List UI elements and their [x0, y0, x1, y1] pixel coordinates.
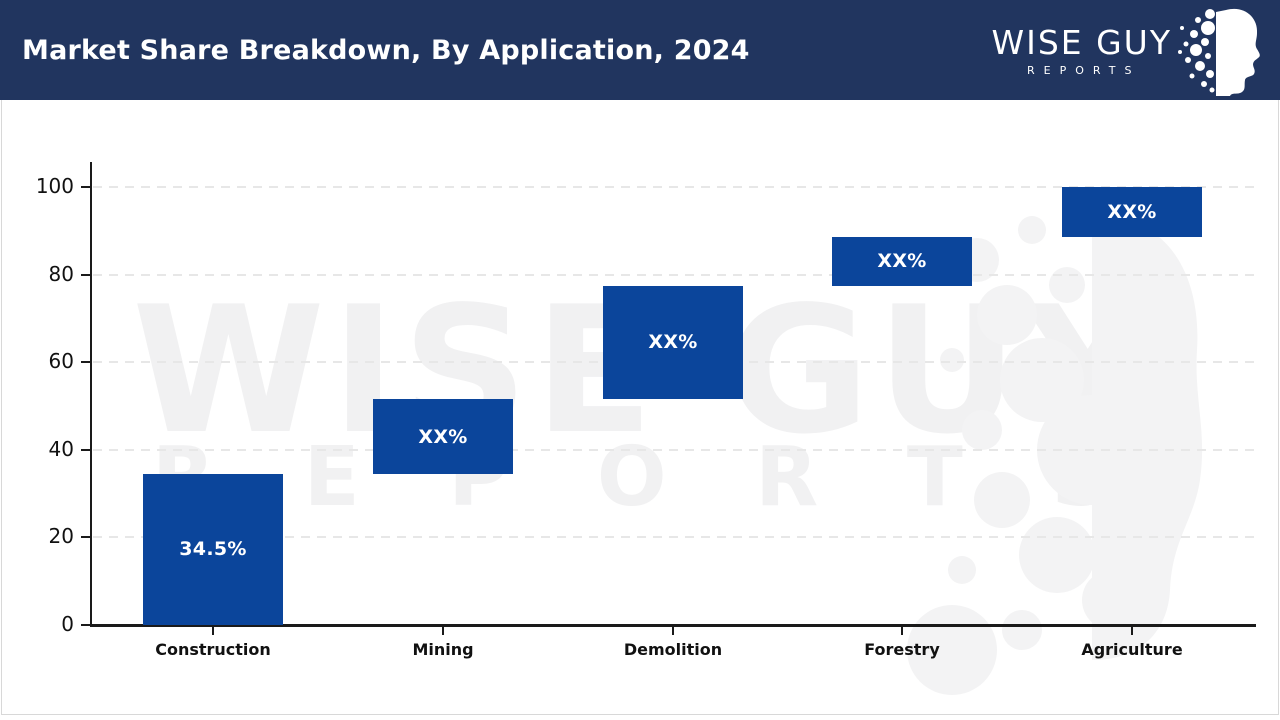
x-tick-mark-mining — [442, 627, 444, 635]
gridline-40 — [93, 448, 1256, 451]
y-tick-mark-20 — [81, 536, 90, 539]
gridline-100 — [93, 186, 1256, 188]
bar-agriculture: XX% — [1062, 187, 1202, 238]
x-category-label-mining: Mining — [412, 640, 474, 659]
logo-subtitle: REPORTS — [1027, 64, 1141, 77]
report-header: Market Share Breakdown, By Application, … — [0, 0, 1280, 100]
watermark-subtitle: R E P O R T S — [152, 430, 1141, 525]
logo-text: WISE GUY REPORTS — [991, 23, 1172, 77]
bar-value-label: XX% — [1107, 201, 1157, 224]
logo-wordmark: WISE GUY — [991, 23, 1172, 62]
y-tick-mark-0 — [81, 624, 90, 626]
y-tick-label-0: 0 — [61, 612, 74, 636]
y-tick-label-80: 80 — [48, 261, 74, 286]
x-category-label-forestry: Forestry — [864, 640, 940, 659]
bar-demolition: XX% — [603, 285, 743, 400]
y-tick-label-20: 20 — [48, 524, 74, 549]
x-tick-mark-agriculture — [1131, 627, 1133, 635]
bar-value-label: XX% — [877, 250, 927, 273]
x-tick-mark-forestry — [901, 627, 903, 635]
y-axis — [90, 162, 92, 626]
chart-area: WISE GUY R E P O R T S 0 20 40 60 80 100 34.5%… — [1, 100, 1279, 715]
y-tick-label-100: 100 — [35, 174, 74, 198]
bar-value-label: 34.5% — [179, 538, 247, 561]
bar-value-label: XX% — [418, 425, 468, 448]
bar-mining: XX% — [373, 399, 513, 474]
x-category-label-construction: Construction — [155, 640, 271, 659]
wise-guy-logo: WISE GUY REPORTS — [991, 4, 1270, 96]
bar-construction: 34.5% — [143, 473, 283, 625]
y-tick-label-60: 60 — [48, 349, 74, 374]
bar-value-label: XX% — [648, 331, 698, 354]
bar-forestry: XX% — [832, 237, 972, 286]
logo-head-icon — [1178, 8, 1260, 96]
y-tick-mark-40 — [81, 448, 90, 451]
gridline-80 — [93, 273, 1256, 276]
y-tick-mark-80 — [81, 273, 90, 276]
x-axis — [90, 624, 1256, 627]
y-tick-mark-60 — [81, 361, 90, 364]
y-tick-mark-100 — [81, 186, 90, 188]
x-tick-mark-construction — [212, 627, 214, 635]
y-tick-label-40: 40 — [48, 436, 74, 461]
x-category-label-agriculture: Agriculture — [1081, 640, 1183, 659]
x-category-label-demolition: Demolition — [623, 640, 723, 659]
x-tick-mark-demolition — [672, 627, 674, 635]
gridline-20 — [93, 536, 1256, 539]
page-title: Market Share Breakdown, By Application, … — [22, 34, 750, 66]
